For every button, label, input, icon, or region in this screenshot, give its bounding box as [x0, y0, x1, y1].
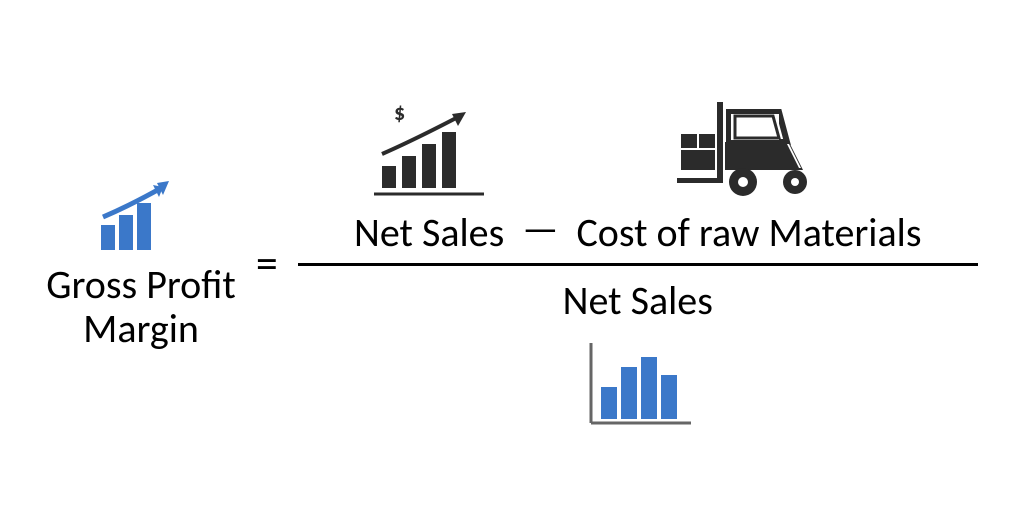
net-sales-label: Net Sales [354, 208, 504, 257]
bar-chart-axes-icon [573, 335, 703, 435]
svg-text:$: $ [394, 102, 405, 126]
numerator: $ Net Sales — [354, 92, 921, 257]
minus-sign: — [522, 204, 558, 257]
net-sales-term: $ Net Sales [354, 102, 504, 257]
cost-materials-term: Cost of raw Materials [576, 92, 921, 257]
formula-container: Gross Profit Margin = $ Net Sales [46, 92, 978, 435]
growth-bars-dollar-icon: $ [364, 102, 494, 202]
gpm-line1: Gross Profit [46, 263, 236, 307]
gpm-line2: Margin [46, 307, 236, 351]
gross-profit-margin-label: Gross Profit Margin [46, 263, 236, 351]
forklift-icon [669, 92, 829, 202]
denominator: Net Sales [563, 276, 713, 435]
fraction-line [298, 263, 978, 266]
left-side: Gross Profit Margin [46, 175, 236, 351]
cost-materials-label: Cost of raw Materials [576, 208, 921, 257]
equals-sign: = [256, 236, 278, 290]
fraction: $ Net Sales — [298, 92, 978, 435]
denominator-label: Net Sales [563, 276, 713, 325]
growth-bars-blue-icon [91, 175, 191, 255]
